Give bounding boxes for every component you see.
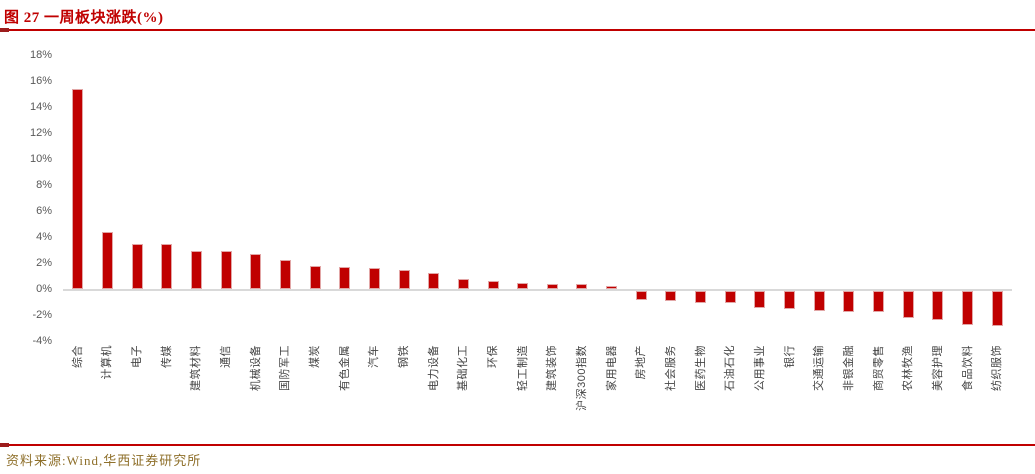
bar-电力设备 [428, 273, 440, 289]
category-label: 煤炭 [309, 345, 322, 368]
bar-煤炭 [309, 265, 321, 289]
category-label: 轻工制造 [516, 345, 529, 391]
category-label: 沪深300指数 [575, 345, 588, 411]
category-label: 计算机 [101, 345, 114, 380]
source-note: 资料来源:Wind,华西证券研究所 [6, 453, 202, 468]
bar-有色金属 [339, 266, 351, 289]
y-axis-tick-label: 14% [29, 101, 52, 113]
category-label: 农林牧渔 [902, 345, 915, 391]
bar-交通运输 [813, 291, 825, 311]
y-axis-tick-label: 0% [36, 283, 52, 295]
category-label: 建筑材料 [190, 345, 203, 391]
bar-汽车 [368, 268, 380, 289]
category-label: 国防军工 [279, 345, 292, 391]
y-axis-tick-label: 4% [36, 231, 52, 243]
x-axis-zero-line [63, 289, 1012, 291]
bar-食品饮料 [962, 291, 974, 325]
category-label: 房地产 [635, 345, 648, 380]
category-label: 纺织服饰 [991, 345, 1004, 391]
bar-传媒 [161, 243, 173, 289]
category-label: 传媒 [160, 345, 173, 368]
category-label: 食品饮料 [961, 345, 974, 391]
bar-纺织服饰 [991, 291, 1003, 327]
footer-divider-line [0, 444, 1035, 446]
category-label: 电力设备 [427, 345, 440, 391]
category-label: 钢铁 [398, 345, 411, 368]
category-label: 公用事业 [753, 345, 766, 391]
y-axis-tick-label: 6% [36, 205, 52, 217]
bar-农林牧渔 [902, 291, 914, 319]
bar-综合 [72, 88, 84, 289]
bar-沪深300指数 [576, 283, 588, 289]
category-label: 电子 [131, 345, 144, 368]
y-axis-tick-label: 2% [36, 257, 52, 269]
bar-国防军工 [279, 260, 291, 289]
y-axis-tick-label: 8% [36, 179, 52, 191]
category-label: 医药生物 [694, 345, 707, 391]
bar-通信 [220, 251, 232, 289]
category-label: 社会服务 [664, 345, 677, 391]
category-label: 商贸零售 [872, 345, 885, 391]
bar-建筑材料 [190, 251, 202, 289]
y-axis-tick-label: 10% [29, 153, 52, 165]
bar-建筑装饰 [546, 283, 558, 289]
y-axis-tick-label: 16% [29, 75, 52, 87]
bar-家用电器 [606, 286, 618, 289]
bar-电子 [131, 243, 143, 289]
bar-非银金融 [843, 291, 855, 312]
y-axis-tick-label: -4% [32, 335, 52, 347]
category-label: 机械设备 [249, 345, 262, 391]
category-label: 建筑装饰 [546, 345, 559, 391]
y-axis-tick-label: 12% [29, 127, 52, 139]
y-axis-tick-label: 18% [29, 49, 52, 61]
title-underline [0, 29, 1035, 31]
bar-计算机 [101, 231, 113, 289]
bar-环保 [487, 281, 499, 289]
bar-美容护理 [932, 291, 944, 320]
footer-divider-accent [0, 443, 9, 447]
category-label: 基础化工 [457, 345, 470, 391]
category-label: 非银金融 [842, 345, 855, 391]
bar-银行 [784, 291, 796, 310]
bar-钢铁 [398, 269, 410, 289]
bar-轻工制造 [517, 282, 529, 289]
bar-房地产 [635, 291, 647, 301]
bar-社会服务 [665, 291, 677, 302]
category-label: 银行 [783, 345, 796, 368]
bar-商贸零售 [873, 291, 885, 312]
category-label: 环保 [487, 345, 500, 368]
bar-石油石化 [724, 291, 736, 303]
category-label: 有色金属 [338, 345, 351, 391]
figure-title: 图 27 一周板块涨跌(%) [4, 10, 164, 26]
category-label: 美容护理 [931, 345, 944, 391]
category-label: 石油石化 [724, 345, 737, 391]
category-label: 家用电器 [605, 345, 618, 391]
y-axis-tick-label: -2% [32, 309, 52, 321]
bar-机械设备 [250, 253, 262, 289]
category-label: 交通运输 [813, 345, 826, 391]
category-label: 综合 [71, 345, 84, 368]
bar-公用事业 [754, 291, 766, 308]
bar-医药生物 [695, 291, 707, 303]
bar-基础化工 [457, 278, 469, 289]
category-label: 汽车 [368, 345, 381, 368]
title-underline-accent [0, 28, 9, 32]
category-label: 通信 [220, 345, 233, 368]
